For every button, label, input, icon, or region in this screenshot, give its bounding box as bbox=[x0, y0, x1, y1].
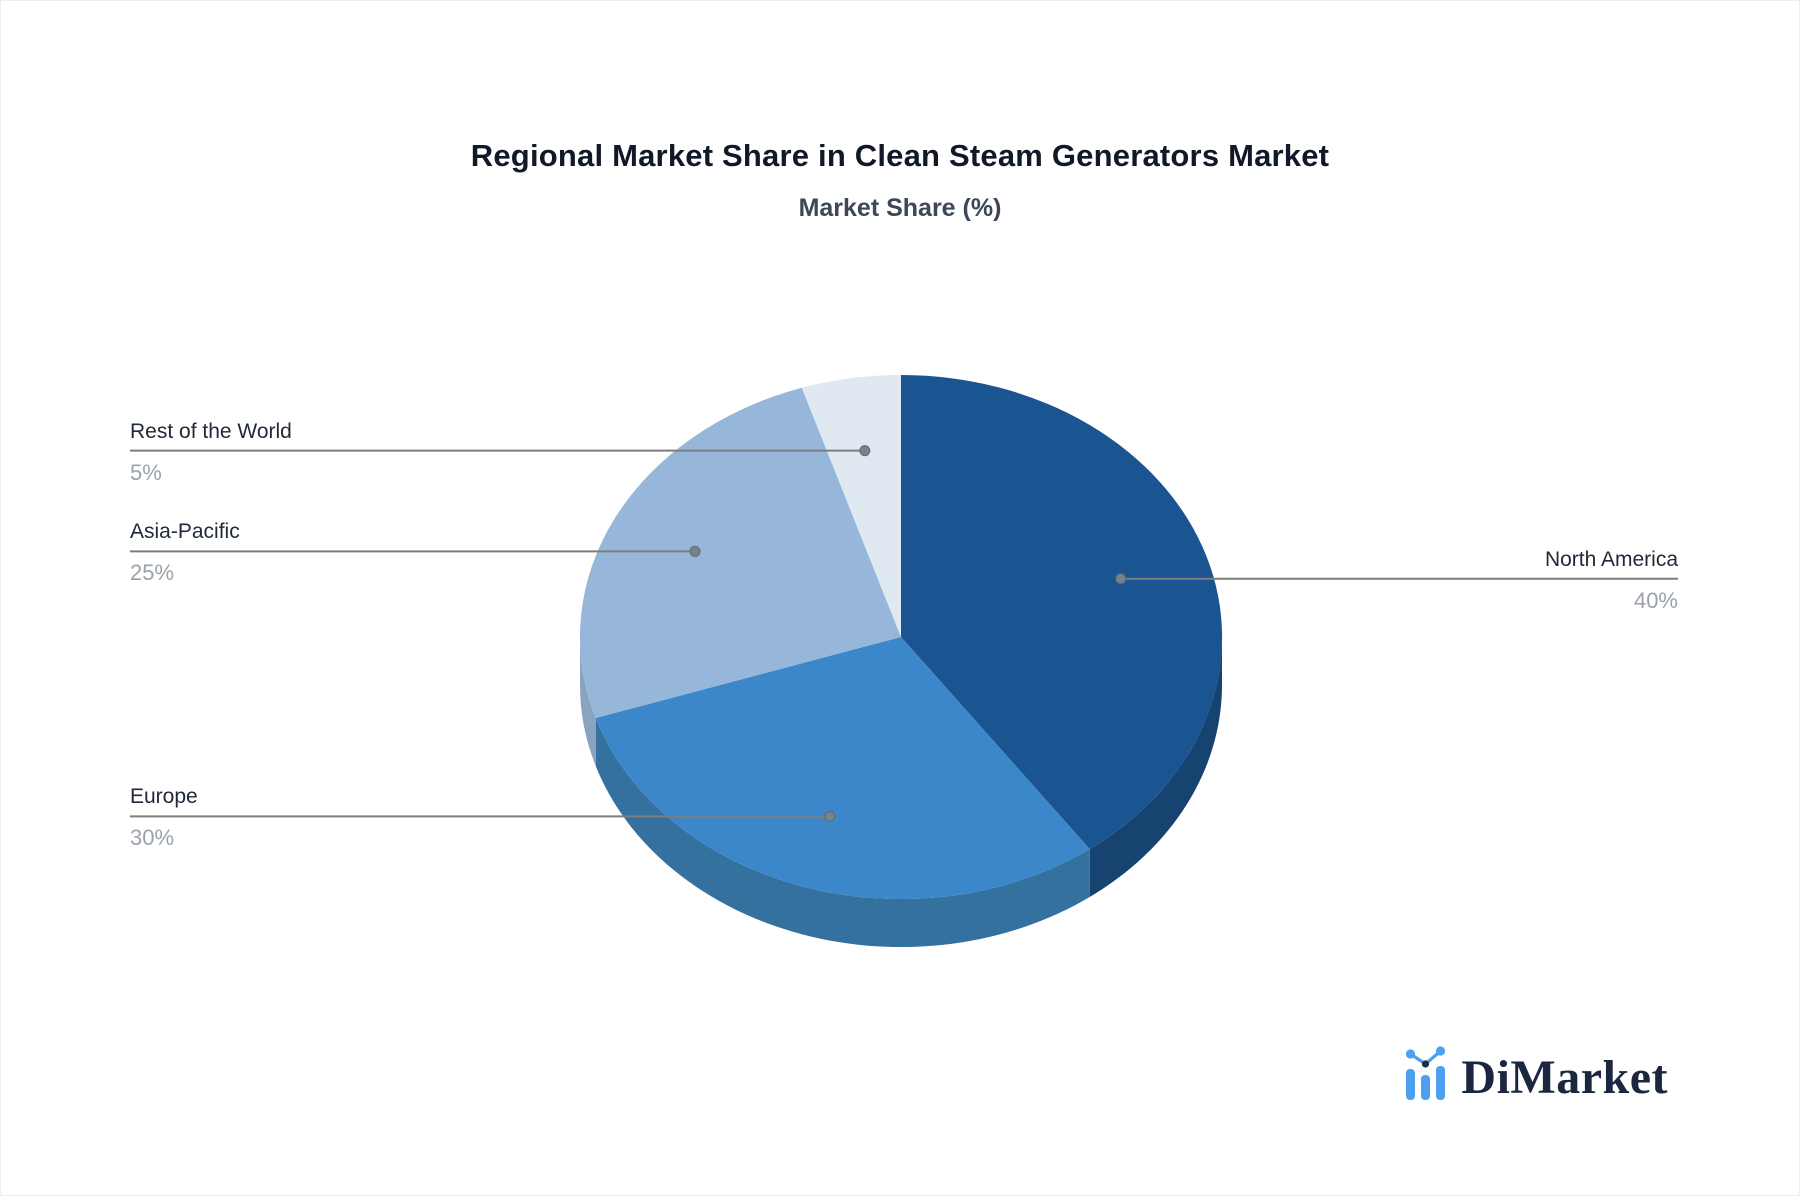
pie-slice-europe[interactable] bbox=[595, 637, 1090, 900]
leader-dot-rest-of-the-world bbox=[859, 445, 871, 457]
slice-value-rest-of-the-world: 5% bbox=[130, 459, 162, 485]
pie-slice-side-europe bbox=[595, 718, 1090, 948]
pie-slice-north-america[interactable] bbox=[901, 374, 1223, 849]
chart-subtitle: Market Share (%) bbox=[798, 194, 1002, 222]
slice-value-asia-pacific: 25% bbox=[130, 560, 175, 586]
slice-label-asia-pacific: Asia-Pacific bbox=[130, 520, 240, 544]
brand-logo-text: DiMarket bbox=[1461, 1050, 1668, 1104]
bar-chart-logo-icon bbox=[1406, 1046, 1446, 1100]
slice-value-europe: 30% bbox=[130, 825, 175, 851]
leader-dot-asia-pacific bbox=[689, 545, 701, 557]
pie-slice-side-asia-pacific bbox=[579, 637, 596, 766]
slice-label-rest-of-the-world: Rest of the World bbox=[130, 419, 292, 443]
slice-label-europe: Europe bbox=[130, 785, 198, 809]
brand-logo: DiMarket bbox=[1404, 1044, 1668, 1104]
pie-slice-rest-of-the-world[interactable] bbox=[801, 374, 901, 637]
chart-title: Regional Market Share in Clean Steam Gen… bbox=[470, 138, 1330, 173]
slice-value-north-america: 40% bbox=[1633, 587, 1678, 613]
pie-slice-side-north-america bbox=[1089, 637, 1222, 897]
pie-slice-asia-pacific[interactable] bbox=[579, 387, 901, 718]
leader-dot-europe bbox=[824, 810, 836, 822]
slice-label-north-america: North America bbox=[1544, 547, 1678, 571]
leader-dot-north-america bbox=[1115, 573, 1127, 585]
